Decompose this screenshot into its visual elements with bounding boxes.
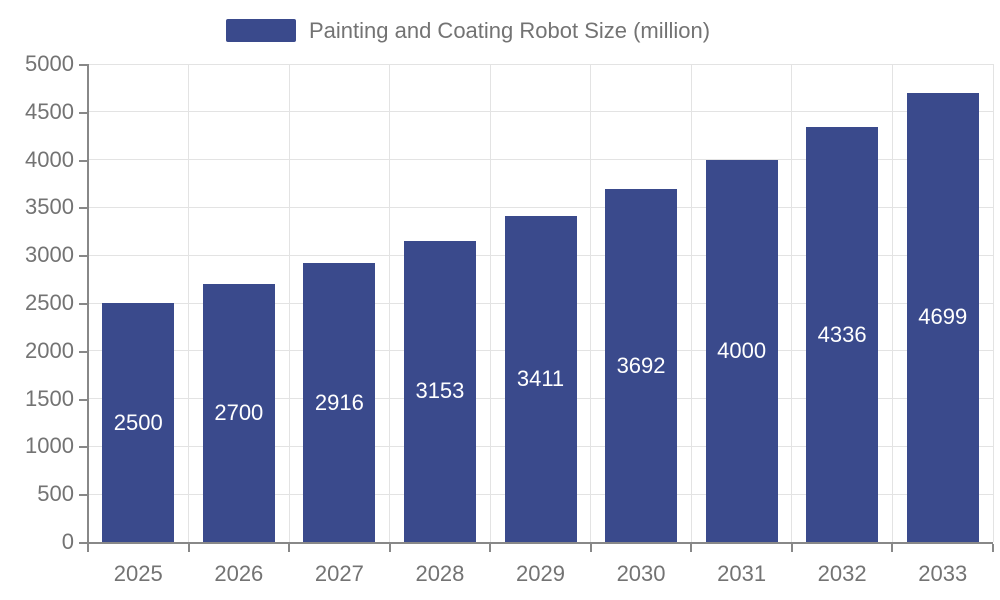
v-gridline <box>791 64 793 542</box>
bar <box>102 303 175 542</box>
bar <box>403 240 476 542</box>
y-tick-label: 4000 <box>25 146 74 172</box>
bar-value-label: 4336 <box>817 321 867 347</box>
bar <box>202 283 275 542</box>
bar-value-label: 3411 <box>516 365 565 391</box>
y-axis-line <box>87 64 89 542</box>
y-tick-mark <box>79 111 87 114</box>
bar-value-label: 2700 <box>214 399 264 425</box>
y-tick-mark <box>79 303 87 305</box>
v-gridline <box>690 64 692 542</box>
bar-value-label: 4699 <box>918 304 968 330</box>
x-tick-label: 2028 <box>415 561 465 586</box>
bar <box>303 263 376 542</box>
v-gridline <box>590 64 592 542</box>
bar-value-label: 3692 <box>616 352 666 378</box>
x-tick-label: 2025 <box>113 561 163 586</box>
y-tick-mark <box>79 350 87 353</box>
h-gridline <box>88 159 993 161</box>
y-tick-label: 500 <box>37 481 74 507</box>
bar <box>605 189 678 542</box>
v-gridline <box>288 64 290 542</box>
x-tick-label: 2029 <box>516 561 565 586</box>
v-gridline <box>891 64 893 542</box>
bar <box>705 159 778 542</box>
x-tick-mark <box>891 544 894 552</box>
x-tick-label: 2031 <box>717 561 767 586</box>
x-tick-mark <box>589 544 592 552</box>
x-tick-label: 2030 <box>616 561 666 586</box>
bar-value-label: 2916 <box>314 389 364 415</box>
bar-value-label: 2500 <box>113 409 163 435</box>
x-tick-mark <box>489 544 492 552</box>
y-tick-label: 1000 <box>25 433 74 459</box>
y-tick-label: 1500 <box>25 385 74 411</box>
x-tick-label: 2032 <box>817 561 867 586</box>
h-gridline <box>88 63 993 65</box>
y-tick-mark <box>79 207 87 210</box>
x-tick-mark <box>87 544 89 552</box>
bar-value-label: 3153 <box>415 378 465 404</box>
bar <box>906 92 979 542</box>
y-tick-mark <box>79 159 87 162</box>
y-tick-label: 3500 <box>25 194 74 220</box>
v-gridline <box>489 64 491 542</box>
y-tick-label: 5000 <box>25 51 74 76</box>
x-tick-label: 2026 <box>214 561 264 586</box>
y-tick-mark <box>79 542 87 544</box>
h-gridline <box>88 206 993 208</box>
x-axis-line <box>87 542 993 544</box>
x-tick-mark <box>288 544 291 552</box>
y-tick-label: 2000 <box>25 337 74 363</box>
x-tick-label: 2033 <box>918 561 968 586</box>
y-tick-mark <box>79 398 87 401</box>
v-gridline <box>389 64 391 542</box>
y-tick-label: 3000 <box>25 242 74 268</box>
bar <box>504 215 577 542</box>
y-tick-mark <box>79 446 87 449</box>
y-tick-mark <box>79 64 87 66</box>
y-tick-mark <box>79 255 87 258</box>
x-tick-mark <box>187 544 190 552</box>
h-gridline <box>88 111 993 113</box>
legend-label: Painting and Coating Robot Size (million… <box>309 18 711 43</box>
legend-swatch[interactable] <box>226 19 296 42</box>
y-tick-label: 0 <box>61 529 74 554</box>
y-tick-mark <box>79 494 87 497</box>
y-tick-label: 2500 <box>25 290 74 315</box>
bar <box>806 127 879 542</box>
v-gridline <box>992 64 994 542</box>
x-tick-label: 2027 <box>314 561 364 586</box>
v-gridline <box>188 64 190 542</box>
x-tick-mark <box>992 544 994 552</box>
legend[interactable]: Painting and Coating Robot Size (million… <box>226 19 710 42</box>
x-tick-mark <box>388 544 391 552</box>
bar-value-label: 4000 <box>717 337 767 363</box>
x-tick-mark <box>690 544 693 552</box>
y-tick-label: 4500 <box>25 98 74 124</box>
x-tick-mark <box>790 544 793 552</box>
